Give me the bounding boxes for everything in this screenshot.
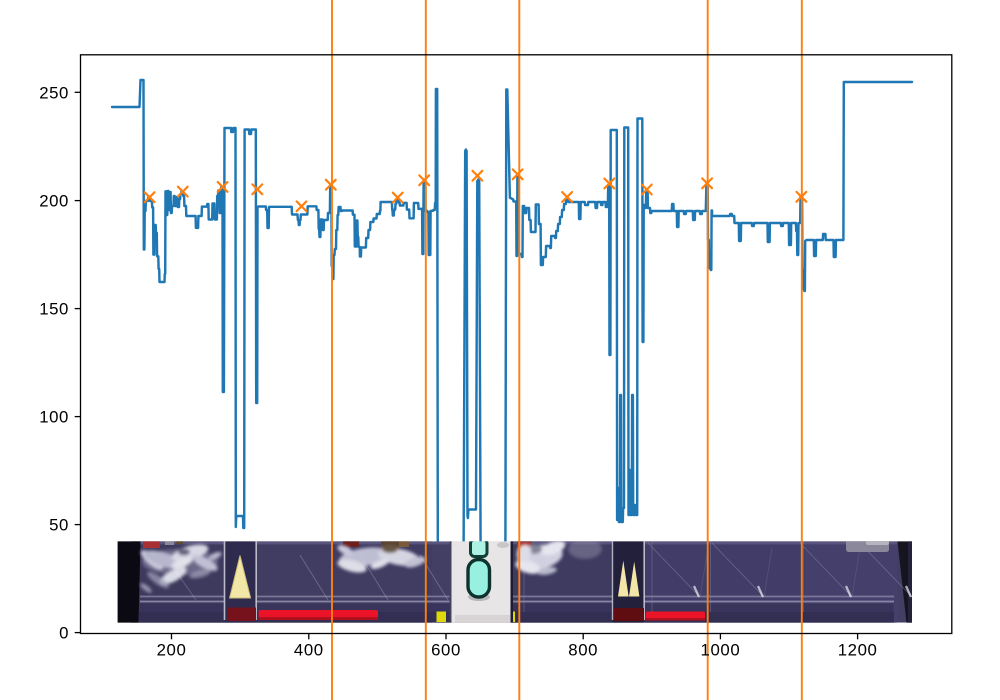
svg-text:800: 800	[568, 640, 598, 659]
svg-text:1000: 1000	[701, 640, 741, 659]
svg-text:100: 100	[39, 408, 69, 427]
svg-text:250: 250	[39, 83, 69, 102]
svg-text:150: 150	[39, 300, 69, 319]
svg-text:600: 600	[431, 640, 461, 659]
svg-text:50: 50	[49, 516, 69, 535]
svg-text:200: 200	[157, 640, 187, 659]
svg-text:200: 200	[39, 192, 69, 211]
svg-text:400: 400	[294, 640, 324, 659]
svg-text:0: 0	[59, 624, 69, 643]
svg-text:1200: 1200	[838, 640, 878, 659]
